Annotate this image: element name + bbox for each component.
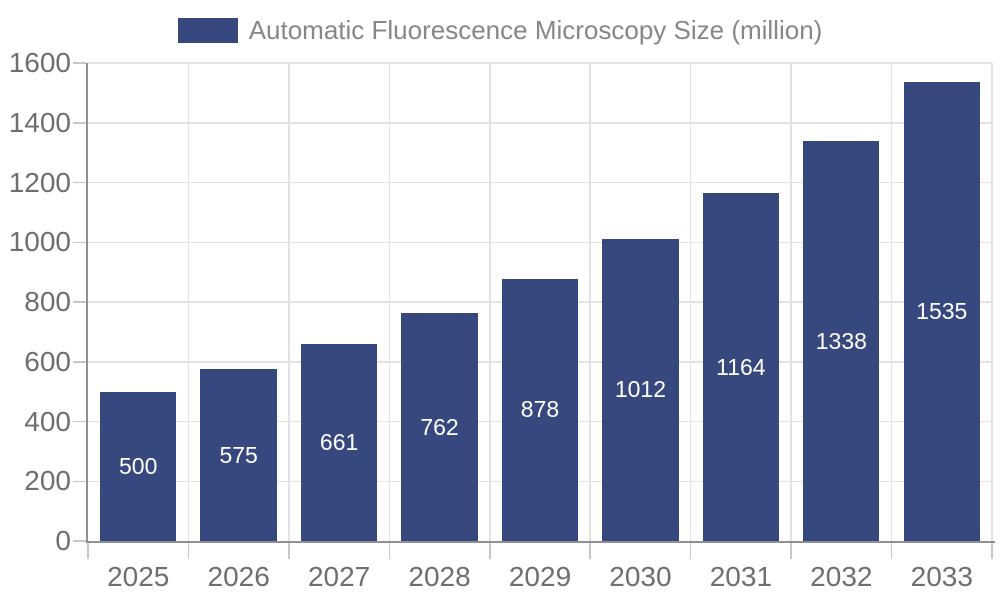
x-tick (589, 543, 591, 559)
x-axis-label: 2027 (307, 561, 371, 592)
bar-value-label: 1535 (916, 298, 968, 325)
x-axis-label: 2030 (609, 561, 672, 592)
x-tick (187, 543, 190, 559)
bar-value-label: 878 (520, 396, 560, 423)
y-axis-line (86, 63, 88, 543)
y-tick (73, 241, 86, 243)
y-gridline (88, 181, 992, 184)
x-gridline (689, 63, 692, 541)
x-axis-label: 2028 (408, 561, 471, 592)
y-gridline (88, 122, 992, 124)
y-axis-label: 200 (24, 465, 71, 497)
x-gridline (288, 63, 290, 541)
y-axis-label: 1200 (8, 166, 71, 198)
x-gridline (790, 63, 792, 541)
y-tick (73, 181, 86, 184)
bar-value-label: 1012 (614, 376, 667, 403)
x-tick (87, 543, 89, 559)
x-axis-line (86, 541, 995, 543)
plot-area: 0 200 400 600 800 1000 1200 1400 1600 2025 500 2026… (9, 47, 995, 592)
x-gridline (187, 63, 190, 541)
x-tick (288, 543, 290, 559)
bar[interactable]: 878 (501, 278, 579, 541)
y-tick (73, 480, 86, 482)
x-gridline (388, 63, 391, 541)
y-tick (73, 420, 86, 423)
bar[interactable]: 575 (200, 369, 277, 541)
x-axis-label: 2032 (810, 561, 873, 592)
x-gridline (489, 63, 491, 541)
bar-value-label: 1164 (716, 353, 766, 380)
y-tick (73, 301, 86, 303)
x-tick (890, 543, 893, 559)
x-gridline (991, 63, 993, 541)
y-axis-label: 800 (24, 286, 71, 317)
x-axis-label: 2031 (709, 561, 773, 592)
x-tick (489, 543, 491, 559)
x-tick (388, 543, 391, 559)
x-tick (689, 543, 692, 559)
x-gridline (589, 63, 591, 541)
bar-value-label: 762 (420, 413, 459, 440)
legend-swatch (177, 17, 238, 43)
y-tick (73, 540, 86, 542)
bar[interactable]: 1535 (903, 82, 980, 541)
bar-value-label: 661 (319, 428, 359, 455)
x-tick (790, 543, 792, 559)
y-axis-label: 0 (55, 525, 71, 556)
x-axis-label: 2026 (207, 561, 270, 592)
y-axis-label: 1600 (8, 47, 71, 78)
x-gridline (890, 63, 893, 541)
bar[interactable]: 1164 (702, 193, 780, 541)
bar[interactable]: 1338 (803, 141, 880, 541)
bar[interactable]: 500 (100, 391, 177, 541)
y-tick (73, 62, 86, 64)
y-axis-label: 1000 (8, 226, 71, 258)
y-axis-label: 1400 (8, 106, 71, 138)
x-axis-label: 2025 (107, 561, 170, 592)
y-gridline (88, 62, 992, 64)
legend-label: Automatic Fluorescence Microscopy Size (… (248, 15, 823, 45)
y-axis-label: 400 (24, 405, 71, 437)
x-axis-label: 2033 (910, 561, 973, 592)
bar[interactable]: 1012 (602, 238, 679, 541)
y-tick (73, 361, 86, 363)
bar-value-label: 1338 (815, 327, 867, 354)
bar-value-label: 575 (219, 441, 258, 468)
bar[interactable]: 762 (401, 313, 478, 541)
x-axis-label: 2029 (508, 561, 572, 592)
x-tick (991, 543, 993, 559)
y-tick (73, 122, 86, 124)
bar-value-label: 500 (119, 452, 158, 479)
y-gridline (88, 241, 992, 243)
legend-item[interactable]: Automatic Fluorescence Microscopy Size (… (0, 16, 1000, 44)
bar[interactable]: 661 (300, 343, 378, 541)
y-axis-label: 600 (24, 345, 71, 377)
